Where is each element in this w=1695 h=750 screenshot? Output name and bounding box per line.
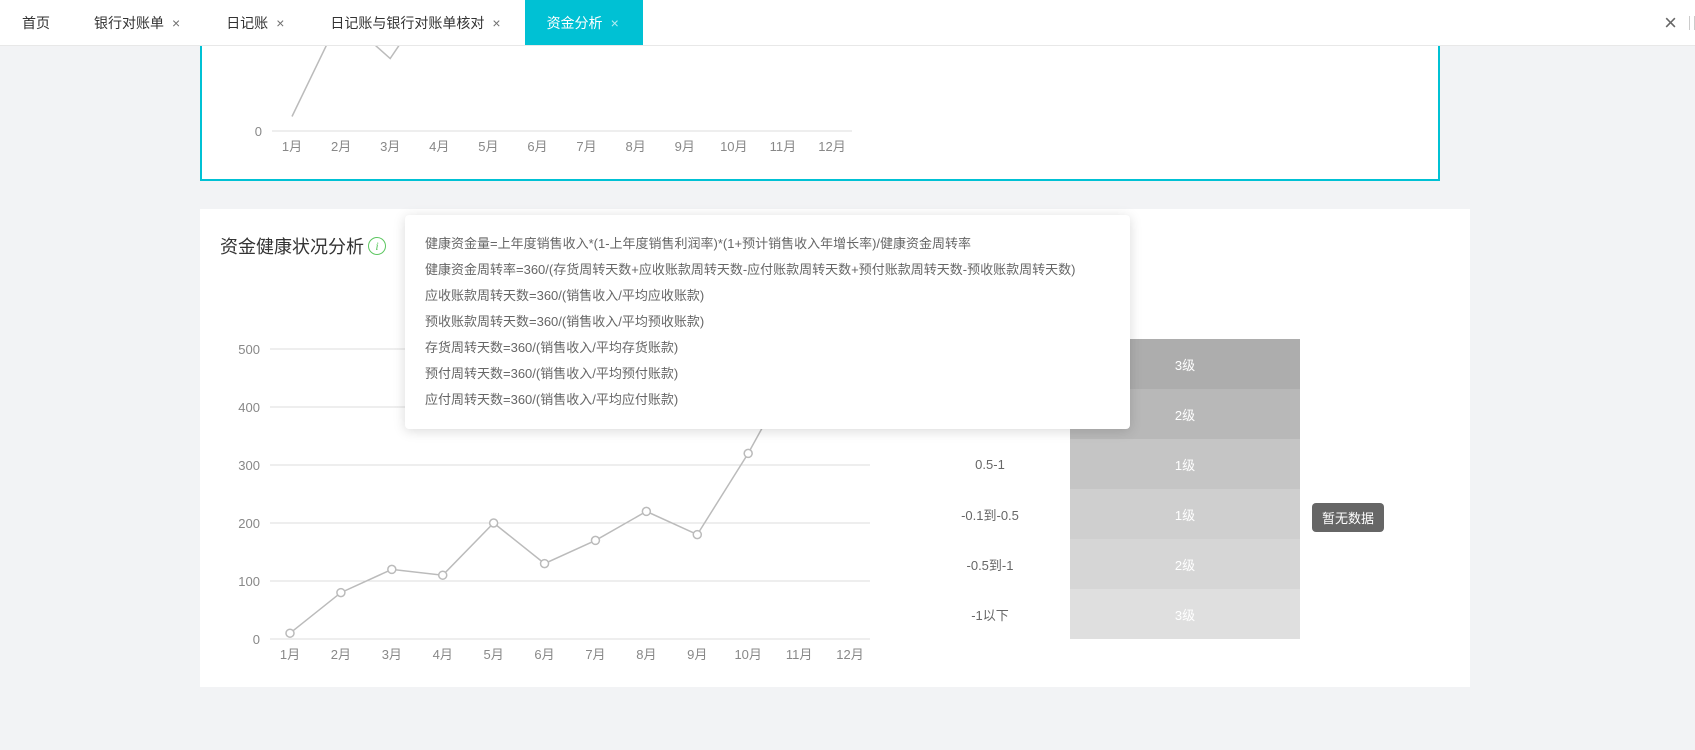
- close-icon[interactable]: ×: [1664, 10, 1677, 36]
- svg-text:2月: 2月: [331, 139, 351, 154]
- section-card: 资金健康状况分析 i 健康资金量=上年度销售收入*(1-上年度销售利润率)*(1…: [200, 209, 1470, 687]
- svg-text:11月: 11月: [786, 647, 813, 662]
- svg-text:9月: 9月: [687, 647, 707, 662]
- tab-label: 银行对账单: [94, 13, 164, 33]
- svg-text:5月: 5月: [484, 647, 504, 662]
- svg-text:10月: 10月: [734, 647, 761, 662]
- svg-text:4月: 4月: [433, 647, 453, 662]
- tab-label: 资金分析: [547, 13, 603, 33]
- svg-text:1月: 1月: [282, 139, 302, 154]
- tab-2[interactable]: 日记账 ×: [204, 0, 308, 45]
- tab-label: 日记账: [226, 13, 268, 33]
- upper-chart: 0 1月 2月 3月 4月 5月 6月 7月 8月 9月 10月 11月 12月: [222, 46, 862, 161]
- tooltip-line: 存货周转天数=360/(销售收入/平均存货账款): [425, 335, 1110, 361]
- svg-text:100: 100: [238, 574, 260, 589]
- level-cell: 2级: [1070, 539, 1300, 589]
- svg-text:7月: 7月: [585, 647, 605, 662]
- table-row: 0.5-11级: [910, 439, 1300, 489]
- section-title: 资金健康状况分析: [220, 233, 364, 259]
- svg-text:12月: 12月: [818, 139, 845, 154]
- tab-close-icon[interactable]: ×: [170, 15, 182, 31]
- level-range-label: -0.1到-0.5: [910, 489, 1070, 539]
- info-icon[interactable]: i: [368, 237, 386, 255]
- svg-text:8月: 8月: [626, 139, 646, 154]
- tab-4[interactable]: 资金分析 ×: [525, 0, 643, 45]
- level-cell: 1级: [1070, 439, 1300, 489]
- svg-text:8月: 8月: [636, 647, 656, 662]
- svg-text:0: 0: [255, 124, 262, 139]
- level-range-label: -1以下: [910, 589, 1070, 639]
- tooltip-line: 应付周转天数=360/(销售收入/平均应付账款): [425, 387, 1110, 413]
- tabs-bar: 首页 银行对账单 × 日记账 × 日记账与银行对账单核对 × 资金分析 × ×: [0, 0, 1695, 46]
- tooltip-line: 预收账款周转天数=360/(销售收入/平均预收账款): [425, 309, 1110, 335]
- tab-3[interactable]: 日记账与银行对账单核对 ×: [308, 0, 524, 45]
- table-row: -1以下3级: [910, 589, 1300, 639]
- level-range-label: 0.5-1: [910, 439, 1070, 489]
- table-row: -0.5到-12级: [910, 539, 1300, 589]
- svg-text:300: 300: [238, 458, 260, 473]
- tooltip-line: 健康资金量=上年度销售收入*(1-上年度销售利润率)*(1+预计销售收入年增长率…: [425, 231, 1110, 257]
- svg-text:4月: 4月: [429, 139, 449, 154]
- tab-0[interactable]: 首页: [0, 0, 72, 45]
- svg-text:1月: 1月: [280, 647, 300, 662]
- table-row: -0.1到-0.51级: [910, 489, 1300, 539]
- tab-label: 首页: [22, 13, 50, 33]
- tab-close-icon[interactable]: ×: [490, 15, 502, 31]
- upper-chart-card: 0 1月 2月 3月 4月 5月 6月 7月 8月 9月 10月 11月 12月: [200, 46, 1440, 181]
- svg-text:9月: 9月: [675, 139, 695, 154]
- tab-1[interactable]: 银行对账单 ×: [72, 0, 204, 45]
- info-tooltip: 健康资金量=上年度销售收入*(1-上年度销售利润率)*(1+预计销售收入年增长率…: [405, 215, 1130, 429]
- level-cell: 1级: [1070, 489, 1300, 539]
- tooltip-line: 应收账款周转天数=360/(销售收入/平均应收账款): [425, 283, 1110, 309]
- svg-text:7月: 7月: [576, 139, 596, 154]
- svg-text:12月: 12月: [836, 647, 863, 662]
- svg-text:6月: 6月: [527, 139, 547, 154]
- svg-text:2月: 2月: [331, 647, 351, 662]
- svg-text:3月: 3月: [380, 139, 400, 154]
- svg-text:11月: 11月: [770, 139, 797, 154]
- svg-text:10月: 10月: [720, 139, 747, 154]
- svg-text:5月: 5月: [478, 139, 498, 154]
- svg-text:400: 400: [238, 400, 260, 415]
- tab-close-icon[interactable]: ×: [609, 15, 621, 31]
- no-data-badge: 暂无数据: [1312, 503, 1384, 532]
- svg-text:0: 0: [253, 632, 260, 647]
- tab-label: 日记账与银行对账单核对: [330, 13, 484, 33]
- svg-text:500: 500: [238, 342, 260, 357]
- level-range-label: -0.5到-1: [910, 539, 1070, 589]
- level-cell: 3级: [1070, 589, 1300, 639]
- tooltip-line: 预付周转天数=360/(销售收入/平均预付账款): [425, 361, 1110, 387]
- tab-close-icon[interactable]: ×: [274, 15, 286, 31]
- expand-icon[interactable]: [1689, 16, 1695, 30]
- tooltip-line: 健康资金周转率=360/(存货周转天数+应收账款周转天数-应付账款周转天数+预付…: [425, 257, 1110, 283]
- svg-text:3月: 3月: [382, 647, 402, 662]
- svg-text:6月: 6月: [534, 647, 554, 662]
- svg-text:200: 200: [238, 516, 260, 531]
